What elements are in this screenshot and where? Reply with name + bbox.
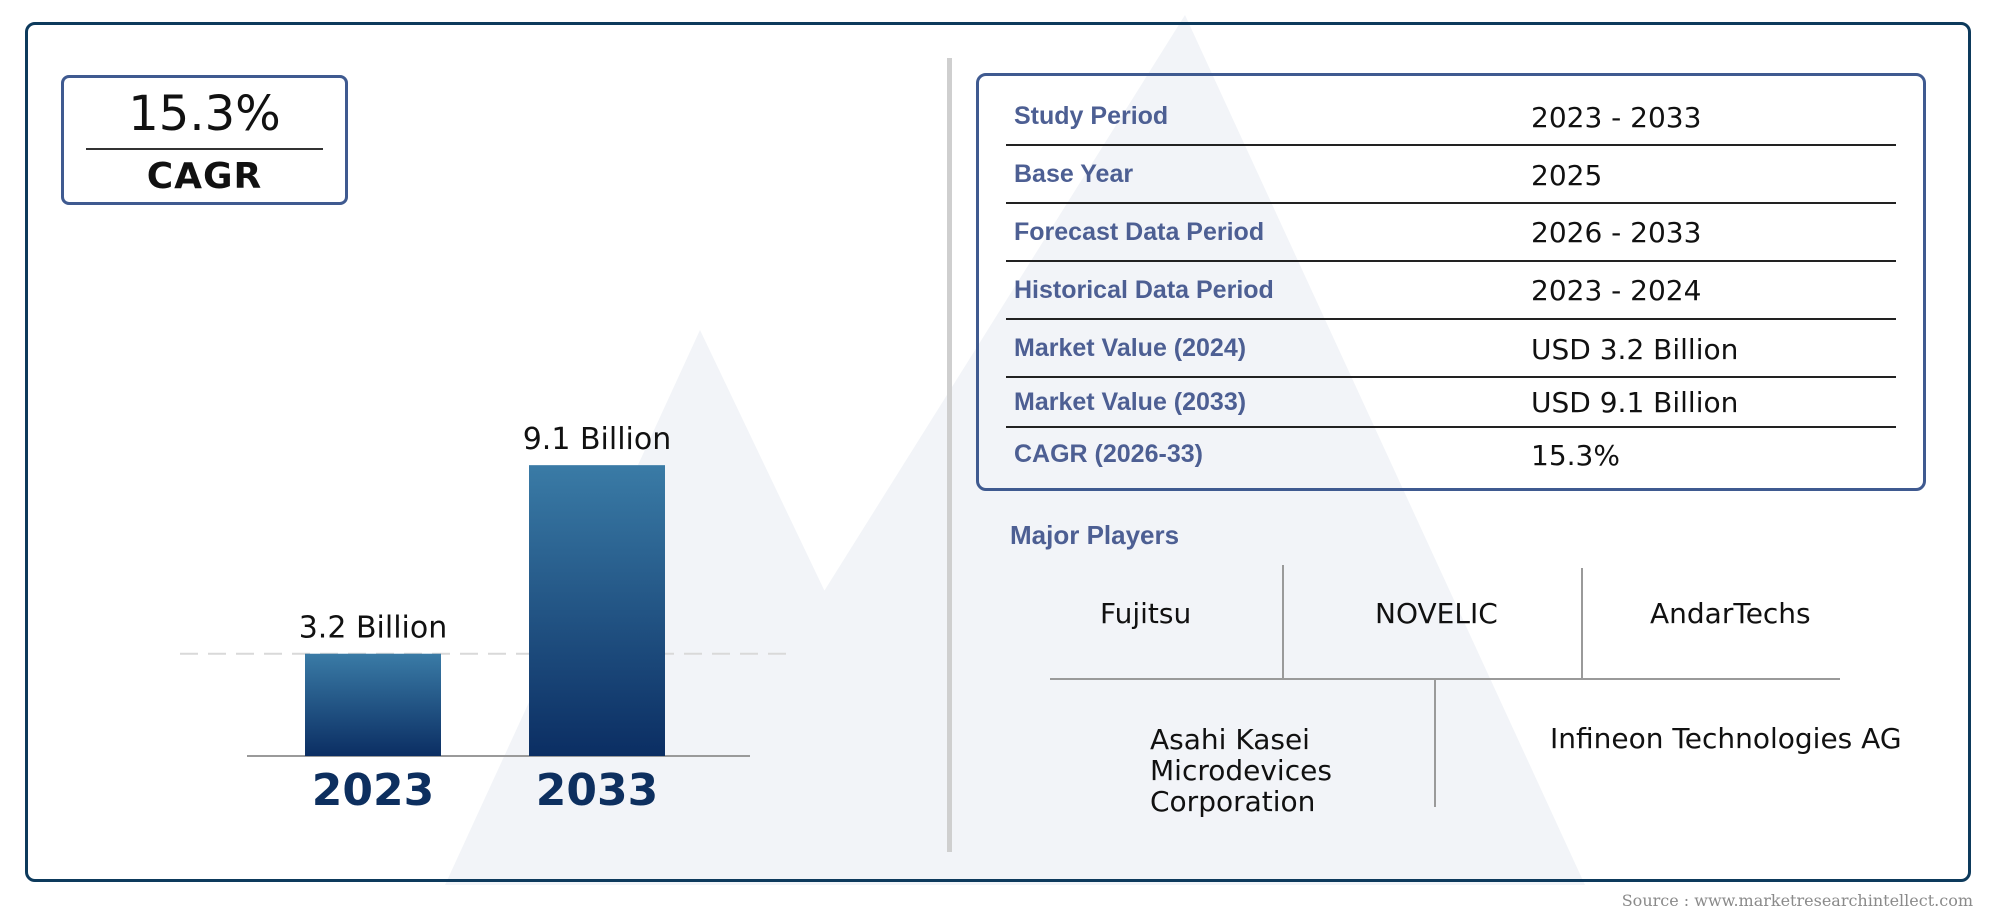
cagr-divider	[86, 148, 323, 150]
info-value: USD 3.2 Billion	[1531, 333, 1739, 366]
info-value: 15.3%	[1531, 439, 1620, 472]
market-info-table: Study Period 2023 - 2033 Base Year 2025 …	[976, 73, 1926, 491]
bar-2023	[305, 653, 441, 756]
info-label: Market Value (2024)	[1014, 334, 1247, 362]
player-name: Asahi Kasei Microdevices Corporation	[1150, 723, 1332, 818]
outer-frame	[25, 22, 1971, 882]
players-divider	[1050, 678, 1840, 680]
players-divider	[1282, 565, 1284, 678]
major-players-title: Major Players	[1010, 520, 1180, 550]
info-label: Forecast Data Period	[1014, 218, 1265, 246]
info-value: 2023 - 2024	[1531, 274, 1702, 307]
bar-value-label: 9.1 Billion	[523, 422, 672, 457]
cagr-label: CAGR	[146, 156, 263, 197]
info-row-cagr: CAGR (2026-33) 15.3%	[1006, 426, 1896, 482]
cagr-value: 15.3%	[128, 86, 281, 142]
players-divider	[1434, 680, 1436, 807]
player-name: Infineon Technologies AG	[1550, 722, 1902, 755]
player-name: AndarTechs	[1650, 597, 1811, 630]
category-label: 2023	[312, 765, 434, 816]
players-divider	[1581, 568, 1583, 678]
section-divider	[947, 58, 952, 852]
info-label: Market Value (2033)	[1014, 388, 1247, 416]
info-value: 2025	[1531, 159, 1603, 192]
info-row-market-value-2033: Market Value (2033) USD 9.1 Billion	[1006, 376, 1896, 428]
info-value: USD 9.1 Billion	[1531, 386, 1739, 419]
info-row-base-year: Base Year 2025	[1006, 144, 1896, 204]
info-value: 2023 - 2033	[1531, 101, 1702, 134]
info-row-forecast-period: Forecast Data Period 2026 - 2033	[1006, 202, 1896, 262]
bar-2033	[529, 465, 665, 756]
player-name: NOVELIC	[1375, 597, 1498, 630]
player-name: Fujitsu	[1100, 597, 1192, 630]
bar-value-label: 3.2 Billion	[299, 611, 448, 646]
category-label: 2033	[536, 765, 658, 816]
info-row-study-period: Study Period 2023 - 2033	[1006, 88, 1896, 146]
info-label: Historical Data Period	[1014, 276, 1274, 304]
info-label: Study Period	[1014, 102, 1169, 130]
info-value: 2026 - 2033	[1531, 216, 1702, 249]
info-row-historical-period: Historical Data Period 2023 - 2024	[1006, 260, 1896, 320]
source-note: Source : www.marketresearchintellect.com	[1621, 891, 1973, 910]
info-label: Base Year	[1014, 160, 1134, 188]
market-bar-chart: 3.2 Billion 2023 9.1 Billion 2033	[180, 422, 790, 816]
info-label: CAGR (2026-33)	[1014, 440, 1203, 468]
cagr-box: 15.3% CAGR	[61, 75, 348, 205]
info-row-market-value-2024: Market Value (2024) USD 3.2 Billion	[1006, 318, 1896, 378]
